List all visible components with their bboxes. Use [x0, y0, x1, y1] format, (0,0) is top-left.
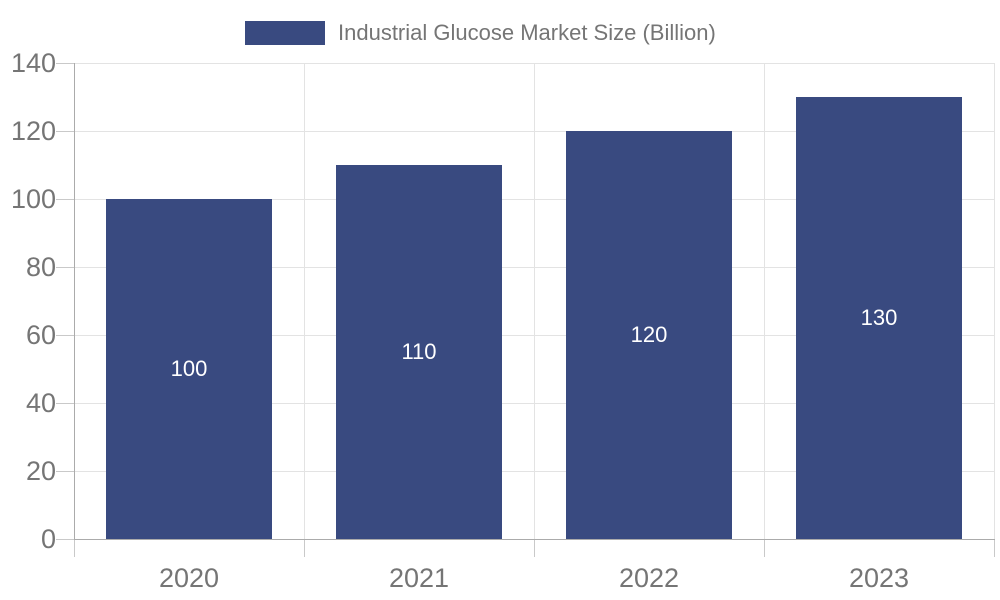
y-axis-tick [56, 539, 74, 540]
x-axis-tick [764, 539, 765, 557]
y-axis-label: 140 [10, 48, 56, 78]
bar-2023 [796, 97, 962, 539]
legend-swatch [245, 21, 325, 45]
bar-2022 [566, 131, 732, 539]
x-gridline [534, 63, 535, 539]
x-axis-label-2022: 2022 [618, 563, 680, 593]
x-axis-label-2023: 2023 [848, 563, 910, 593]
y-axis-label: 60 [25, 320, 56, 350]
bar-value-label: 120 [630, 322, 668, 347]
bar-2021 [336, 165, 502, 539]
x-axis-line [74, 539, 995, 540]
y-axis-tick [56, 131, 74, 132]
y-axis-tick [56, 63, 74, 64]
bar-value-label: 130 [860, 305, 898, 330]
x-gridline [994, 63, 995, 539]
bar-value-label: 100 [170, 356, 208, 381]
legend[interactable]: Industrial Glucose Market Size (Billion) [245, 20, 716, 46]
x-gridline [764, 63, 765, 539]
x-axis-tick [74, 539, 75, 557]
x-axis-tick [994, 539, 995, 557]
y-axis-label: 80 [25, 252, 56, 282]
y-axis-tick [56, 403, 74, 404]
y-axis-tick [56, 199, 74, 200]
bar-2020 [106, 199, 272, 539]
legend-label: Industrial Glucose Market Size (Billion) [338, 20, 716, 45]
bar-value-label: 110 [401, 339, 437, 364]
x-gridline [304, 63, 305, 539]
y-axis-tick [56, 267, 74, 268]
y-axis-line [74, 63, 75, 539]
y-axis-tick [56, 471, 74, 472]
x-axis-tick [304, 539, 305, 557]
x-axis-tick [534, 539, 535, 557]
y-axis-tick [56, 335, 74, 336]
y-axis-label: 120 [10, 116, 56, 146]
x-axis-label-2021: 2021 [388, 563, 450, 593]
y-axis-label: 100 [10, 184, 56, 214]
y-axis-label: 40 [25, 388, 56, 418]
x-axis-label-2020: 2020 [158, 563, 220, 593]
y-axis-label: 0 [40, 524, 56, 554]
y-axis-label: 20 [25, 456, 56, 486]
